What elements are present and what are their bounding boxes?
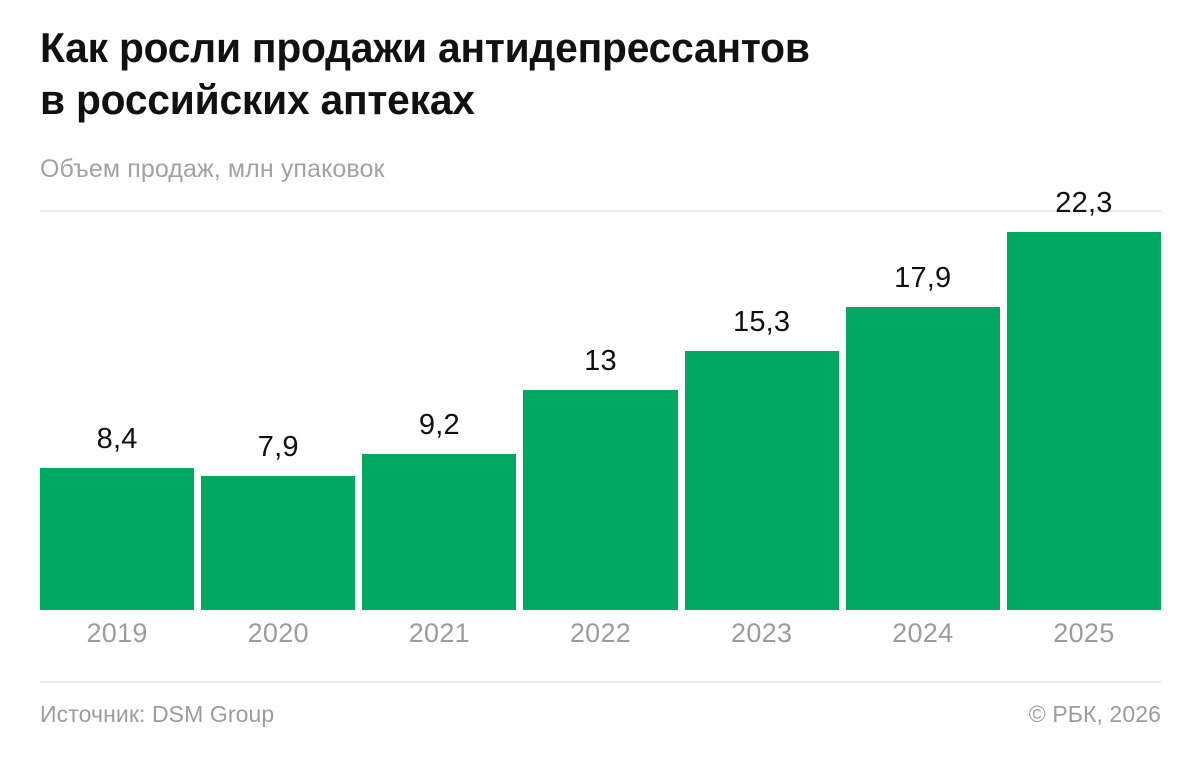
x-tick-2022: 2022 <box>569 618 632 648</box>
bar-2022[interactable] <box>523 389 678 610</box>
x-tick-2019: 2019 <box>86 618 148 648</box>
x-tick-2023: 2023 <box>731 618 793 648</box>
bar-value-label: 17,9 <box>894 261 952 294</box>
bar-slot: 8,4 <box>40 232 195 610</box>
footer-divider <box>40 681 1161 683</box>
x-tick-2021: 2021 <box>408 618 470 648</box>
bar-slot: 13 <box>523 232 678 610</box>
bar-value-label: 22,3 <box>1055 187 1113 219</box>
bar-2023[interactable] <box>684 350 839 610</box>
bar-chart-plot: 8,4 7,9 9,2 13 15,3 17,9 22,3 <box>40 189 1161 610</box>
bar-2024[interactable] <box>845 306 1000 610</box>
x-axis-tick-labels: 2019 2020 2021 2022 2023 2024 2025 <box>40 616 1161 650</box>
x-tick-2024: 2024 <box>892 618 954 648</box>
source-label: Источник: DSM Group <box>40 701 275 727</box>
bar-2020[interactable] <box>201 476 356 610</box>
header-divider <box>40 210 1161 212</box>
copyright-label: © РБК, 2026 <box>1028 701 1161 727</box>
bar-2021[interactable] <box>362 454 517 610</box>
x-tick-2025: 2025 <box>1053 618 1115 648</box>
bar-slot: 7,9 <box>201 232 356 610</box>
bar-value-label: 13 <box>584 344 617 377</box>
bar-value-label: 15,3 <box>733 305 791 338</box>
bar-value-label: 8,4 <box>96 422 138 455</box>
chart-header: Как росли продажи антидепрессантов в рос… <box>40 22 1162 184</box>
bar-value-label: 7,9 <box>257 431 299 464</box>
bar-2025[interactable] <box>1006 232 1161 610</box>
bar-value-label: 9,2 <box>418 409 460 442</box>
chart-subtitle: Объем продаж, млн упаковок <box>40 155 385 183</box>
bar-slot: 17,9 <box>845 232 1000 610</box>
bar-2019[interactable] <box>40 467 195 610</box>
bar-slot: 9,2 <box>362 232 517 610</box>
chart-footer: Источник: DSM Group © РБК, 2026 <box>40 700 1161 728</box>
bar-slot: 22,3 <box>1006 189 1161 610</box>
x-tick-2020: 2020 <box>247 618 309 648</box>
page-title: Как росли продажи антидепрессантов в рос… <box>40 24 810 123</box>
bar-series: 8,4 7,9 9,2 13 15,3 17,9 22,3 <box>40 189 1161 610</box>
bar-slot: 15,3 <box>684 232 839 610</box>
